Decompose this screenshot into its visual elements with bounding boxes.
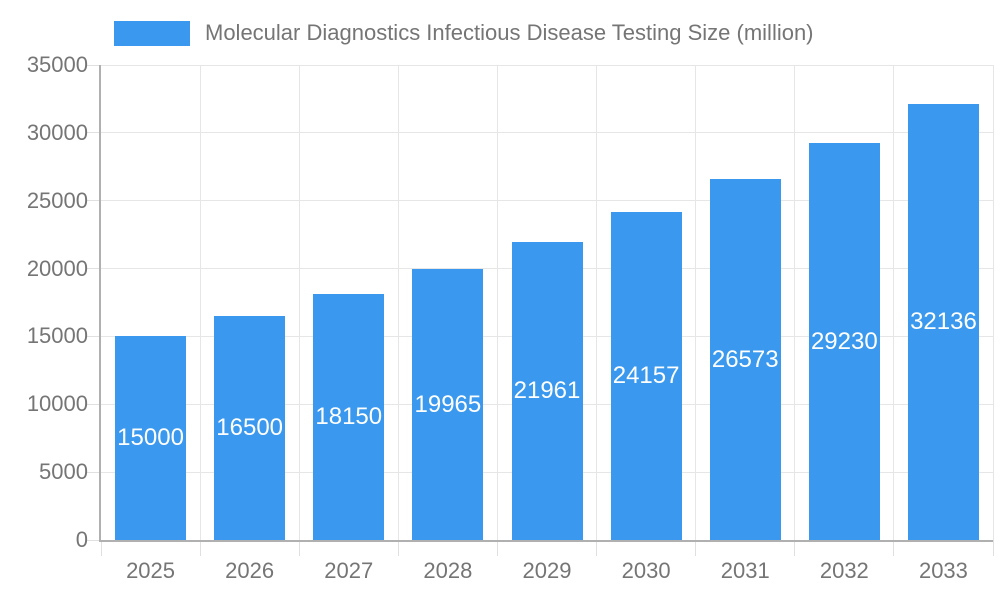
y-axis-tick xyxy=(86,132,101,134)
x-axis-line xyxy=(99,540,993,542)
gridline-vertical xyxy=(199,65,201,540)
bar-value-label: 32136 xyxy=(910,307,977,335)
gridline-horizontal xyxy=(101,200,993,202)
bar[interactable]: 29230 xyxy=(808,143,880,540)
y-axis-tick xyxy=(86,403,101,405)
x-axis-tick xyxy=(794,540,796,556)
y-axis-tick xyxy=(86,335,101,337)
gridline-vertical xyxy=(496,65,498,540)
y-axis-tick xyxy=(86,471,101,473)
chart-legend[interactable]: Molecular Diagnostics Infectious Disease… xyxy=(114,10,814,56)
x-axis-tick xyxy=(695,540,697,556)
y-axis-line xyxy=(99,65,101,542)
x-tick-label: 2032 xyxy=(819,558,869,583)
bar[interactable]: 21961 xyxy=(511,241,583,540)
bar-value-label: 15000 xyxy=(117,424,184,452)
bar-value-label: 26573 xyxy=(711,345,779,373)
gridline-vertical xyxy=(596,65,598,540)
bar-value-label: 21961 xyxy=(513,376,581,404)
y-tick-label: 20000 xyxy=(26,255,88,281)
gridline-horizontal xyxy=(101,132,993,134)
bar[interactable]: 32136 xyxy=(907,103,979,540)
gridline-vertical xyxy=(794,65,796,540)
x-tick-label: 2027 xyxy=(324,558,374,583)
x-axis-tick xyxy=(496,540,498,556)
bar[interactable]: 19965 xyxy=(412,269,484,540)
x-tick-label: 2031 xyxy=(720,558,770,583)
bar[interactable]: 16500 xyxy=(214,316,286,540)
bar[interactable]: 24157 xyxy=(610,212,682,540)
x-axis-tick xyxy=(596,540,598,556)
gridline-vertical xyxy=(397,65,399,540)
bar-value-label: 16500 xyxy=(216,414,284,442)
y-tick-label: 35000 xyxy=(26,52,88,77)
x-tick-label: 2026 xyxy=(225,558,275,583)
x-tick-label: 2028 xyxy=(423,558,473,583)
bar-value-label: 19965 xyxy=(414,390,482,418)
y-tick-label: 5000 xyxy=(39,459,88,485)
y-axis-tick xyxy=(86,539,101,541)
y-tick-label: 25000 xyxy=(26,187,88,213)
x-axis-tick xyxy=(199,540,201,556)
y-axis-tick xyxy=(86,200,101,202)
bar-value-label: 29230 xyxy=(810,327,878,355)
y-tick-label: 10000 xyxy=(26,391,88,417)
legend-label: Molecular Diagnostics Infectious Disease… xyxy=(205,20,814,45)
x-axis-tick xyxy=(992,540,994,556)
y-axis-tick xyxy=(86,268,101,270)
x-axis-tick xyxy=(298,540,300,556)
legend-swatch xyxy=(114,20,190,46)
x-tick-label: 2033 xyxy=(918,558,968,583)
x-axis-tick xyxy=(397,540,399,556)
gridline-vertical xyxy=(695,65,697,540)
y-axis-tick xyxy=(86,64,101,66)
bar[interactable]: 18150 xyxy=(313,293,385,540)
x-axis-tick xyxy=(893,540,895,556)
x-tick-label: 2030 xyxy=(621,558,671,583)
gridline-vertical xyxy=(893,65,895,540)
bar-value-label: 24157 xyxy=(612,362,680,390)
gridline-vertical xyxy=(298,65,300,540)
gridline-vertical xyxy=(992,65,994,540)
bar[interactable]: 15000 xyxy=(115,336,187,540)
x-tick-label: 2029 xyxy=(522,558,572,583)
x-axis-tick xyxy=(100,540,102,556)
y-tick-label: 0 xyxy=(75,527,88,552)
y-tick-label: 30000 xyxy=(26,119,88,145)
bar-value-label: 18150 xyxy=(315,402,383,430)
bar[interactable]: 26573 xyxy=(709,179,781,540)
y-tick-label: 15000 xyxy=(26,323,88,349)
x-tick-label: 2025 xyxy=(126,558,176,583)
gridline-horizontal xyxy=(101,64,993,66)
